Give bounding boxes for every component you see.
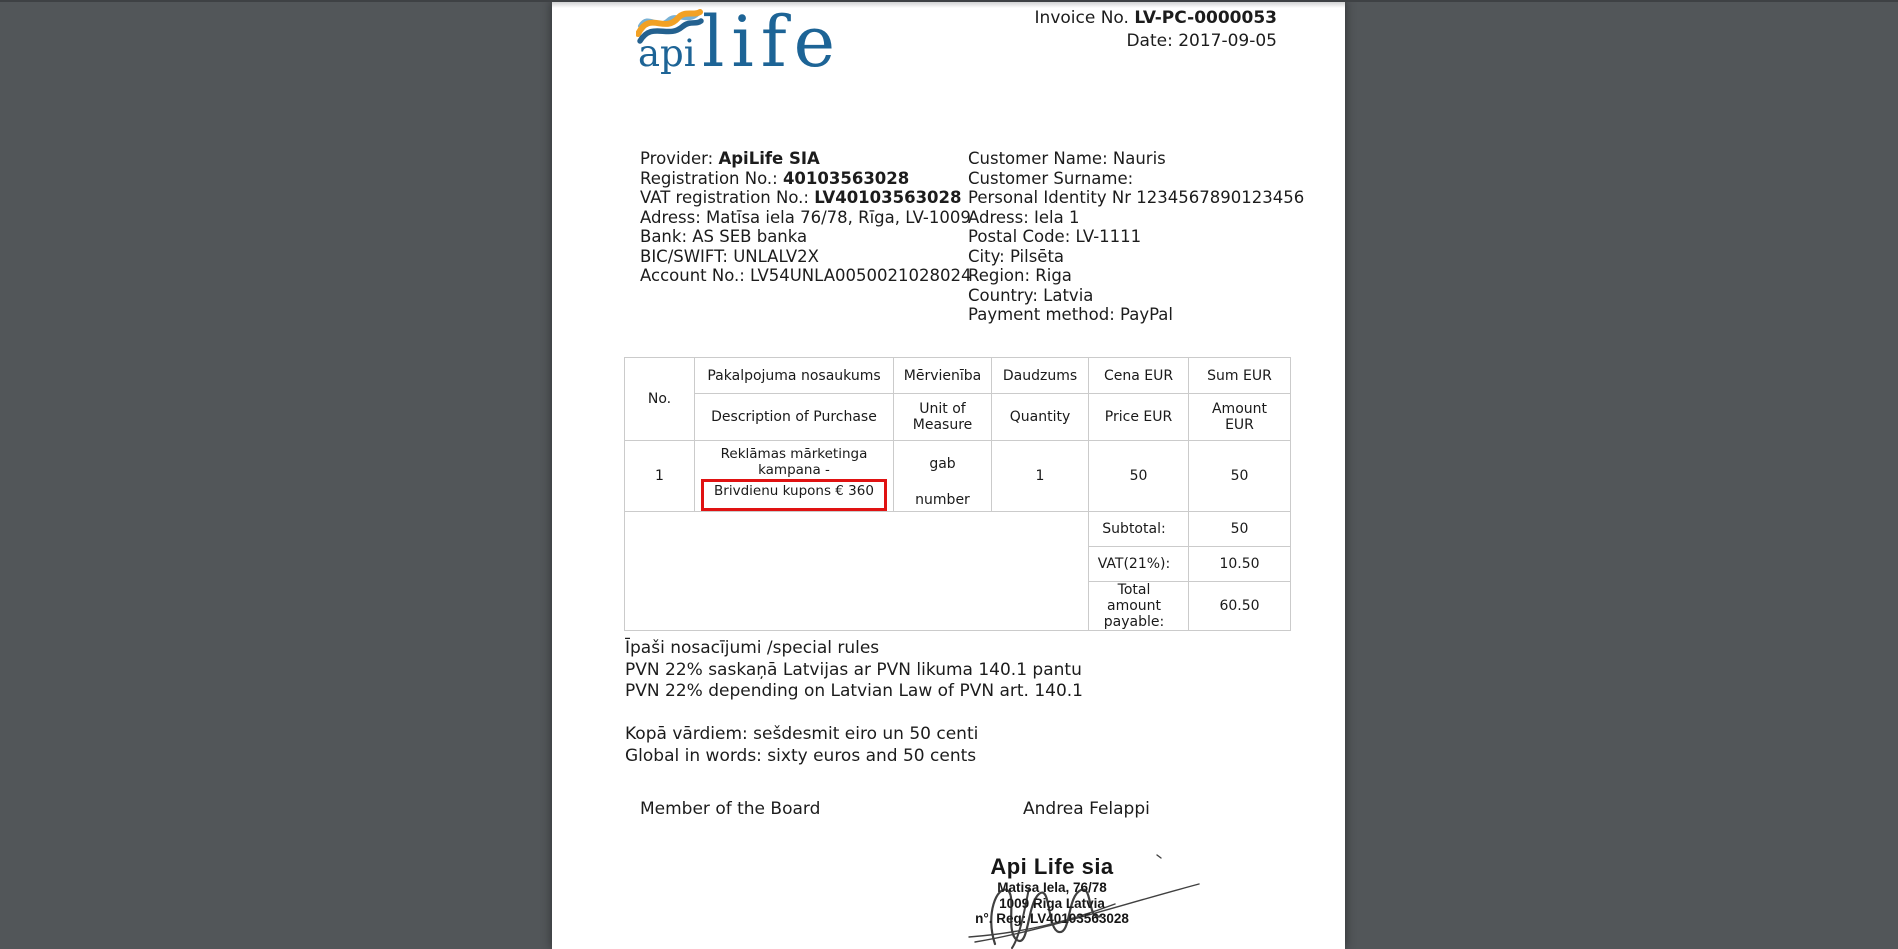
special-rules-title: Īpaši nosacījumi /special rules [625,638,880,658]
amount-words-lv: Kopā vārdiem: sešdesmit eiro un 50 centi [625,724,979,744]
apilife-logo: api life [636,4,842,80]
vat-total-value: 10.50 [1188,546,1291,582]
logo-text-api: api [638,32,696,75]
header-quantity-en: Quantity [991,393,1089,441]
total-payable-value: 60.50 [1188,581,1291,631]
customer-block: Customer Name: Nauris Customer Surname: … [968,149,1304,325]
special-rules-lv: PVN 22% saskaņā Latvijas ar PVN likuma 1… [625,659,1082,680]
header-no: No. [624,357,695,441]
board-member-title: Member of the Board [640,799,821,819]
vat-total-label: VAT(21%): [1088,546,1189,582]
header-price-lv: Cena EUR [1088,357,1189,394]
regno-value: 40103563028 [782,168,910,188]
subtotal-value: 50 [1188,511,1291,547]
invoice-number-value: LV-PC-0000053 [1134,8,1277,28]
item-unit-en: number [915,492,970,508]
header-sum-lv: Sum EUR [1188,357,1291,394]
totals-spacer-cell [624,511,1089,631]
header-description-lv: Pakalpojuma nosaukums [694,357,894,394]
provider-value: ApiLife SIA [718,149,820,168]
viewer-top-edge [0,0,1898,2]
customer-region-line: Region: Riga [968,266,1072,285]
header-unit-en: Unit of Measure [893,393,992,441]
provider-vat-line: VAT registration No.: LV40103563028 [640,188,971,208]
vat-label: VAT registration No.: [640,188,815,207]
amount-in-words-block: Kopā vārdiem: sešdesmit eiro un 50 centi… [625,724,978,767]
provider-regno-line: Registration No.: 40103563028 [640,169,971,189]
invoice-items-table: No. Pakalpojuma nosaukums Mērvienība Dau… [624,357,1291,631]
invoice-page: api life Invoice No. LV-PC-0000053 Date:… [552,0,1345,949]
vat-value: LV40103563028 [814,188,962,207]
invoice-number-label: Invoice No. [1034,8,1135,28]
table-row: 1 Reklāmas mārketinga kampana - Brivdien… [624,440,1291,512]
customer-payment-line: Payment method: PayPal [968,305,1173,324]
customer-city-line: City: Pilsēta [968,246,1065,266]
special-rules-en: PVN 22% depending on Latvian Law of PVN … [625,681,1083,701]
item-description: Reklāmas mārketinga kampana - Brivdienu … [694,440,894,512]
handwritten-signature-icon [968,854,1200,949]
item-price: 50 [1088,440,1189,512]
provider-name-line: Provider: ApiLife SIA [640,149,971,169]
logo-text-life: life [702,4,842,80]
signer-name: Andrea Felappi [1023,799,1150,819]
customer-name-line: Customer Name: Nauris [968,149,1166,168]
amount-words-en: Global in words: sixty euros and 50 cent… [625,745,977,766]
customer-postal-line: Postal Code: LV-1111 [968,227,1142,246]
provider-bic-line: BIC/SWIFT: UNLALV2X [640,246,819,266]
subtotal-label: Subtotal: [1088,511,1189,547]
item-no: 1 [624,440,695,512]
customer-identity-line: Personal Identity Nr 1234567890123456 [968,188,1305,207]
provider-block: Provider: ApiLife SIA Registration No.: … [640,149,971,286]
special-rules-block: Īpaši nosacījumi /special rules PVN 22% … [625,638,1083,703]
customer-country-line: Country: Latvia [968,285,1094,305]
logo-wave-icon [636,9,704,44]
item-unit: gab number [893,440,992,512]
invoice-date-line: Date: 2017-09-05 [1126,31,1277,51]
header-quantity-lv: Daudzums [991,357,1089,394]
header-description-en: Description of Purchase [694,393,894,441]
provider-address-line: Adress: Matīsa iela 76/78, Rīga, LV-1009 [640,207,971,227]
stamp-company-name: Api Life sia [990,854,1114,879]
provider-label: Provider: [640,149,719,168]
item-quantity: 1 [991,440,1089,512]
header-price-en: Price EUR [1088,393,1189,441]
header-unit-lv: Mērvienība [893,357,992,394]
header-sum-en: Amount EUR [1188,393,1291,441]
provider-bank-line: Bank: AS SEB banka [640,227,808,246]
invoice-header: Invoice No. LV-PC-0000053 Date: 2017-09-… [1035,7,1277,53]
invoice-number-line: Invoice No. LV-PC-0000053 [1035,7,1277,30]
provider-account-line: Account No.: LV54UNLA0050021028024 [640,266,972,285]
total-payable-label: Total amount payable: [1088,581,1189,631]
regno-label: Registration No.: [640,168,783,188]
customer-surname-line: Customer Surname: [968,168,1134,188]
customer-address-line: Adress: Iela 1 [968,207,1080,227]
item-description-line1: Reklāmas mārketinga kampana - [720,446,868,478]
red-highlight-box: Brivdienu kupons € 360 [701,479,887,511]
item-unit-lv: gab [929,456,956,472]
item-sum: 50 [1188,440,1291,512]
